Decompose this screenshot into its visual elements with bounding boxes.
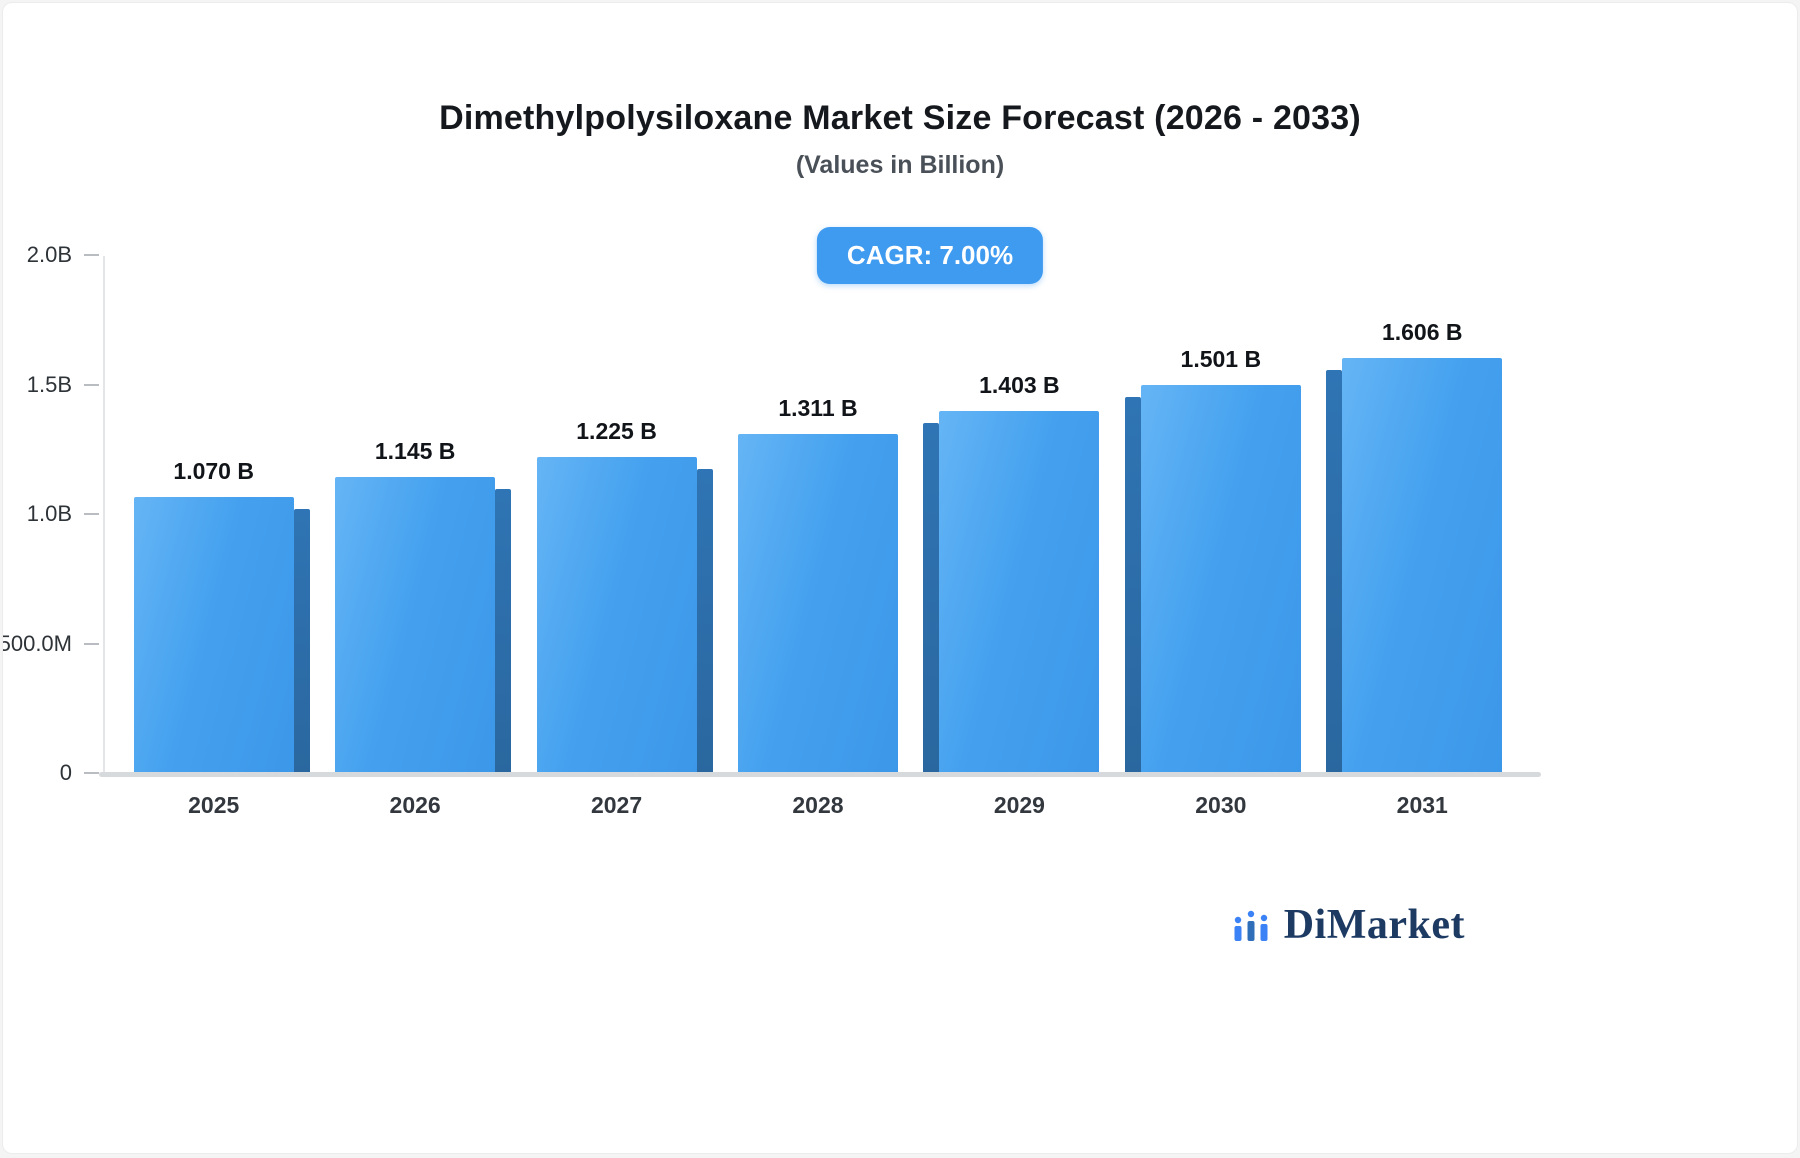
x-axis-label: 2028 bbox=[792, 792, 844, 818]
bar-value-label: 1.403 B bbox=[979, 372, 1060, 398]
bar-2029 bbox=[939, 411, 1100, 774]
bar-value-label: 1.145 B bbox=[374, 438, 456, 464]
bar-slot: 1.225 B bbox=[516, 256, 717, 774]
x-axis-label: 2029 bbox=[993, 792, 1045, 818]
bar-2030 bbox=[1140, 385, 1301, 774]
bar-slot: 1.145 B bbox=[314, 256, 515, 774]
bar-side-shadow bbox=[495, 489, 512, 774]
x-axis: 2025 2026 2027 2028 2029 2030 2031 bbox=[113, 792, 1523, 819]
page-subtitle: (Values in Billion) bbox=[795, 151, 1005, 179]
plot-area: 2.0B 1.5B 1.0B 500.0M 0 1.070 B 1.145 B 1.225 … bbox=[3, 242, 1541, 785]
x-axis-label: 2026 bbox=[389, 792, 441, 818]
bar-slot: 1.403 B bbox=[919, 256, 1120, 774]
cagr-badge: CAGR: 7.00% bbox=[816, 227, 1044, 284]
x-axis-label: 2031 bbox=[1396, 792, 1448, 818]
bar-chart-icon bbox=[1230, 903, 1274, 947]
ytick: 1.5B bbox=[27, 372, 99, 398]
y-axis-line bbox=[103, 256, 105, 774]
tick-dash bbox=[84, 254, 99, 256]
tick-dash bbox=[84, 772, 99, 774]
bar-2028 bbox=[737, 434, 898, 774]
x-axis-label: 2030 bbox=[1195, 792, 1247, 818]
bars-row: 1.070 B 1.145 B 1.225 B 1.311 B 1.403 B 1.501… bbox=[113, 256, 1523, 774]
ytick: 0 bbox=[60, 760, 99, 786]
bar-2031 bbox=[1342, 358, 1503, 774]
bar-2025 bbox=[133, 497, 294, 774]
tick-dash bbox=[84, 513, 99, 515]
tick-dash bbox=[84, 383, 99, 386]
bar-value-label: 1.501 B bbox=[1180, 346, 1262, 372]
bar-slot: 1.070 B bbox=[113, 256, 314, 774]
page-title: Dimethylpolysiloxane Market Size Forecas… bbox=[439, 99, 1361, 137]
ytick: 500.0M bbox=[2, 630, 99, 657]
logo: DiMarket bbox=[1230, 901, 1465, 949]
tick-dash bbox=[84, 642, 99, 645]
bar-value-label: 1.311 B bbox=[778, 395, 858, 421]
x-axis-label: 2025 bbox=[188, 792, 240, 818]
bar-slot: 1.311 B bbox=[717, 256, 918, 774]
bar-slot: 1.501 B bbox=[1120, 256, 1321, 774]
logo-text: DiMarket bbox=[1283, 902, 1465, 948]
bar-side-shadow bbox=[696, 469, 713, 774]
bar-side-shadow bbox=[1124, 397, 1141, 774]
bar-side-shadow bbox=[923, 423, 940, 774]
bar-2027 bbox=[536, 457, 697, 774]
ytick-label: 500.0M bbox=[2, 630, 72, 656]
x-axis-baseline bbox=[99, 772, 1541, 777]
bar-value-label: 1.606 B bbox=[1381, 319, 1463, 345]
bar-2026 bbox=[335, 477, 496, 774]
bar-side-shadow bbox=[1326, 370, 1343, 774]
ytick-label: 1.0B bbox=[26, 501, 72, 526]
bar-slot: 1.606 B bbox=[1322, 256, 1523, 774]
x-axis-label: 2027 bbox=[590, 792, 643, 818]
ytick: 1.0B bbox=[27, 501, 99, 527]
ytick: 2.0B bbox=[27, 242, 99, 268]
bar-value-label: 1.225 B bbox=[576, 418, 657, 444]
bar-value-label: 1.070 B bbox=[173, 458, 254, 484]
ytick-label: 2.0B bbox=[26, 242, 72, 267]
ytick-label: 0 bbox=[59, 760, 72, 785]
bar-side-shadow bbox=[293, 509, 310, 774]
ytick-label: 1.5B bbox=[26, 371, 72, 397]
